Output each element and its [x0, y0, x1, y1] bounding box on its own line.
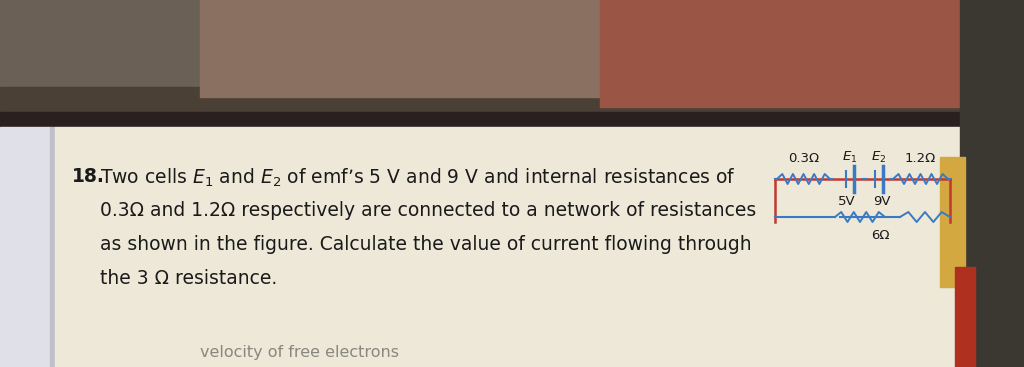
Text: velocity of free electrons: velocity of free electrons [200, 345, 399, 360]
Bar [50, 127, 55, 367]
Bar [600, 0, 1024, 107]
Bar [0, 87, 1024, 117]
Bar [961, 0, 1024, 367]
Text: Two cells $E_1$ and $E_2$ of emf’s 5 V and 9 V and internal resistances of: Two cells $E_1$ and $E_2$ of emf’s 5 V a… [100, 167, 735, 189]
Bar [0, 127, 50, 367]
Bar [955, 267, 975, 367]
Text: 1.2Ω: 1.2Ω [905, 152, 936, 165]
Bar [0, 0, 1024, 117]
Text: 5V: 5V [839, 195, 856, 208]
Bar [200, 0, 1024, 97]
Text: 0.3Ω and 1.2Ω respectively are connected to a network of resistances: 0.3Ω and 1.2Ω respectively are connected… [100, 201, 757, 220]
Text: $E_1$: $E_1$ [843, 150, 858, 165]
Bar [55, 127, 961, 367]
Text: the 3 Ω resistance.: the 3 Ω resistance. [100, 269, 278, 288]
Text: as shown in the figure. Calculate the value of current flowing through: as shown in the figure. Calculate the va… [100, 235, 752, 254]
Text: $E_2$: $E_2$ [871, 150, 887, 165]
Text: 9V: 9V [873, 195, 891, 208]
Text: 6Ω: 6Ω [870, 229, 889, 242]
Bar [940, 157, 965, 287]
Bar [0, 112, 1024, 132]
Text: 0.3Ω: 0.3Ω [787, 152, 819, 165]
Text: 18.: 18. [72, 167, 104, 186]
